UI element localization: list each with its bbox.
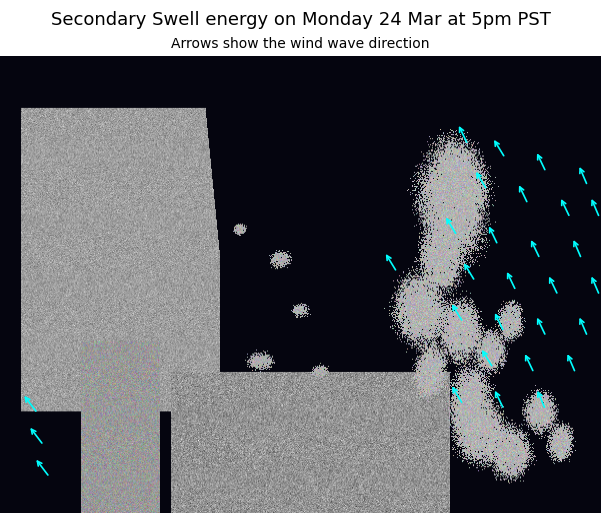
Text: Arrows show the wind wave direction: Arrows show the wind wave direction xyxy=(171,37,430,51)
Text: Secondary Swell energy on Monday 24 Mar at 5pm PST: Secondary Swell energy on Monday 24 Mar … xyxy=(50,11,551,29)
